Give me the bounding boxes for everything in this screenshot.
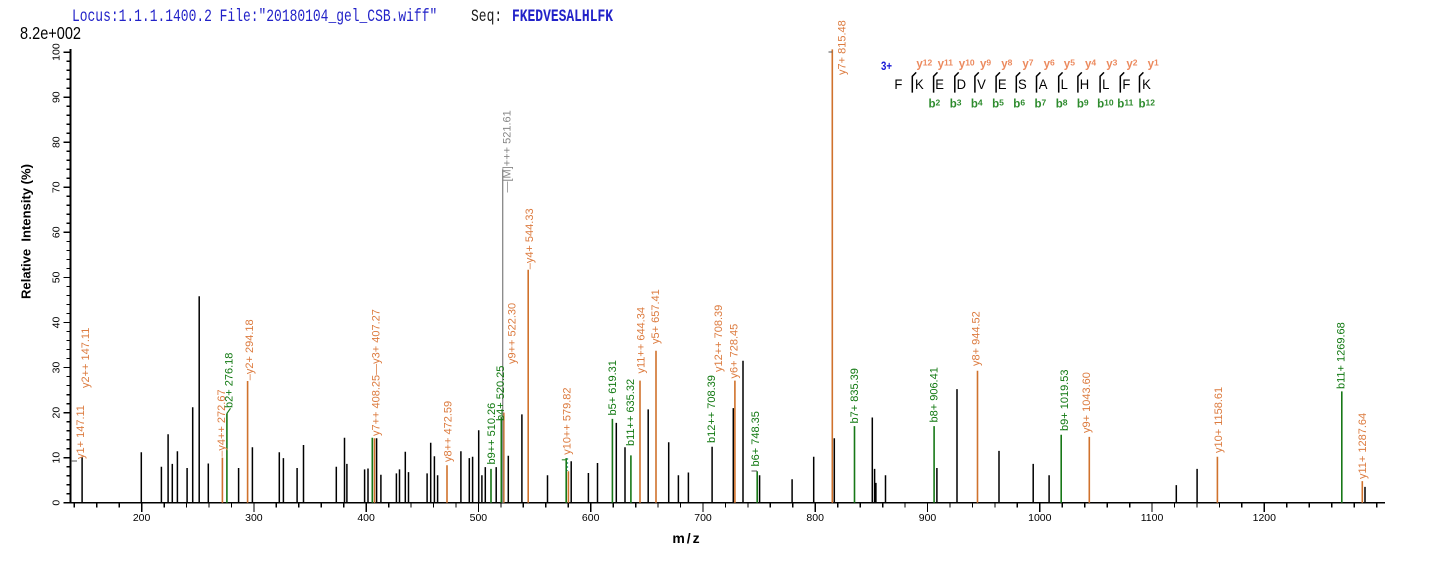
svg-text:K: K [1142,77,1151,93]
svg-text:80: 80 [51,136,63,148]
svg-text:–y2+ 294.18: –y2+ 294.18 [244,319,256,380]
svg-text:b12: b12 [1139,97,1156,110]
svg-text:F: F [1122,77,1130,93]
svg-text:L: L [1061,77,1069,93]
svg-text:400: 400 [357,512,375,524]
svg-text:0: 0 [51,500,63,506]
svg-text:30: 30 [51,362,63,374]
svg-text:20: 20 [51,407,63,419]
svg-text:E: E [935,77,944,93]
svg-text:y11+ 1287.64: y11+ 1287.64 [1357,413,1369,479]
svg-text:b3: b3 [950,97,962,110]
svg-text:y12++ 708.39: y12++ 708.39 [713,305,725,372]
svg-text:y10: y10 [959,58,975,71]
svg-text:300: 300 [245,512,263,524]
svg-text:40: 40 [51,317,63,329]
svg-text:b8: b8 [1056,97,1068,110]
svg-text:y11: y11 [938,58,954,71]
svg-text:1000: 1000 [1028,512,1052,524]
svg-text:A: A [1039,77,1049,93]
svg-text:b4+ 520.25: b4+ 520.25 [495,366,507,421]
svg-text:8.2e+002: 8.2e+002 [20,23,81,43]
svg-text:V: V [977,77,987,93]
svg-text:b4: b4 [971,97,983,110]
svg-text:D: D [957,77,967,93]
svg-text:K: K [915,77,924,93]
svg-text:10: 10 [51,452,63,464]
svg-text:50: 50 [51,271,63,283]
svg-text:800: 800 [806,512,824,524]
svg-text:y12: y12 [916,58,932,71]
svg-text:b9: b9 [1077,97,1089,110]
svg-text:y5: y5 [1064,58,1075,71]
svg-text:y7+ 815.48: y7+ 815.48 [837,20,849,75]
svg-text:y8+ 944.52: y8+ 944.52 [971,311,983,366]
svg-text:3+: 3+ [881,61,892,73]
svg-text:Seq:: Seq: [471,6,502,27]
svg-text:b2+ 276.18: b2+ 276.18 [223,353,235,408]
svg-text:y2: y2 [1126,58,1137,71]
svg-text:b8+ 906.41: b8+ 906.41 [929,367,941,422]
svg-text:1200: 1200 [1253,512,1277,524]
svg-text:600: 600 [582,512,600,524]
svg-text:70: 70 [51,181,63,193]
svg-text:E: E [998,77,1007,93]
svg-text:900: 900 [919,512,937,524]
svg-text:y9: y9 [980,58,991,71]
svg-text:60: 60 [51,226,63,238]
svg-text:90: 90 [51,91,63,103]
svg-text:b11+ 1269.68: b11+ 1269.68 [1336,322,1348,389]
svg-text:200: 200 [133,512,151,524]
svg-text:FKEDVESALHLFK: FKEDVESALHLFK [512,6,614,27]
svg-text:b7+ 835.39: b7+ 835.39 [849,368,861,423]
svg-text:b10: b10 [1097,97,1114,110]
svg-text:y10++ 579.82: y10++ 579.82 [561,388,573,455]
svg-text:Locus:1.1.1.1400.2 File:"20180: Locus:1.1.1.1400.2 File:"20180104_gel_CS… [72,6,437,27]
svg-text:Relative Intensity (%): Relative Intensity (%) [20,164,34,299]
svg-text:b6: b6 [1013,97,1025,110]
svg-text:b9+ 1019.53: b9+ 1019.53 [1059,370,1071,431]
svg-text:S: S [1018,77,1027,93]
svg-text:y7++ 408.25—y3+ 407.27: y7++ 408.25—y3+ 407.27 [371,309,383,436]
svg-text:y10+ 1158.61: y10+ 1158.61 [1213,387,1225,453]
svg-text:500: 500 [470,512,488,524]
svg-text:y7: y7 [1022,58,1033,71]
svg-text:y8: y8 [1001,58,1012,71]
svg-text:y9+ 1043.60: y9+ 1043.60 [1081,372,1093,433]
svg-text:1100: 1100 [1141,512,1164,524]
svg-text:700: 700 [694,512,712,524]
svg-text:–y4+ 544.33: –y4+ 544.33 [524,208,536,269]
svg-text:y1+ 147.11: y1+ 147.11 [75,405,87,459]
svg-text:b5+ 619.31: b5+ 619.31 [607,360,619,415]
svg-text:y1: y1 [1148,58,1159,71]
svg-text:y2++ 147.11: y2++ 147.11 [80,328,92,388]
svg-text:b6+ 748.35: b6+ 748.35 [750,411,762,466]
svg-text:y6: y6 [1044,58,1055,71]
svg-text:y4: y4 [1085,58,1096,71]
svg-text:y3: y3 [1106,58,1117,71]
svg-text:b9++ 510.26: b9++ 510.26 [486,403,498,465]
svg-text:F: F [894,77,902,93]
svg-text:y11++ 644.34: y11++ 644.34 [636,307,648,373]
svg-text:b11: b11 [1117,97,1133,110]
svg-text:b2: b2 [929,97,941,110]
svg-text:b7: b7 [1035,97,1047,110]
svg-text:y5+ 657.41: y5+ 657.41 [650,289,662,344]
svg-text:m/z: m/z [672,530,701,546]
svg-text:y8++ 472.59: y8++ 472.59 [443,401,455,462]
svg-text:L: L [1102,77,1110,93]
svg-text:H: H [1080,77,1089,93]
svg-text:y6+ 728.45: y6+ 728.45 [729,324,741,379]
svg-text:100: 100 [51,43,63,61]
svg-text:y9++ 522.30: y9++ 522.30 [506,303,518,364]
svg-text:b12++ 708.39: b12++ 708.39 [706,375,718,443]
svg-text:b11++ 635.32: b11++ 635.32 [625,379,637,446]
svg-text:b5: b5 [992,97,1004,110]
svg-text:—[M]+++ 521.61: —[M]+++ 521.61 [502,110,514,192]
svg-text:–y4++ 272.67: –y4++ 272.67 [216,389,228,456]
